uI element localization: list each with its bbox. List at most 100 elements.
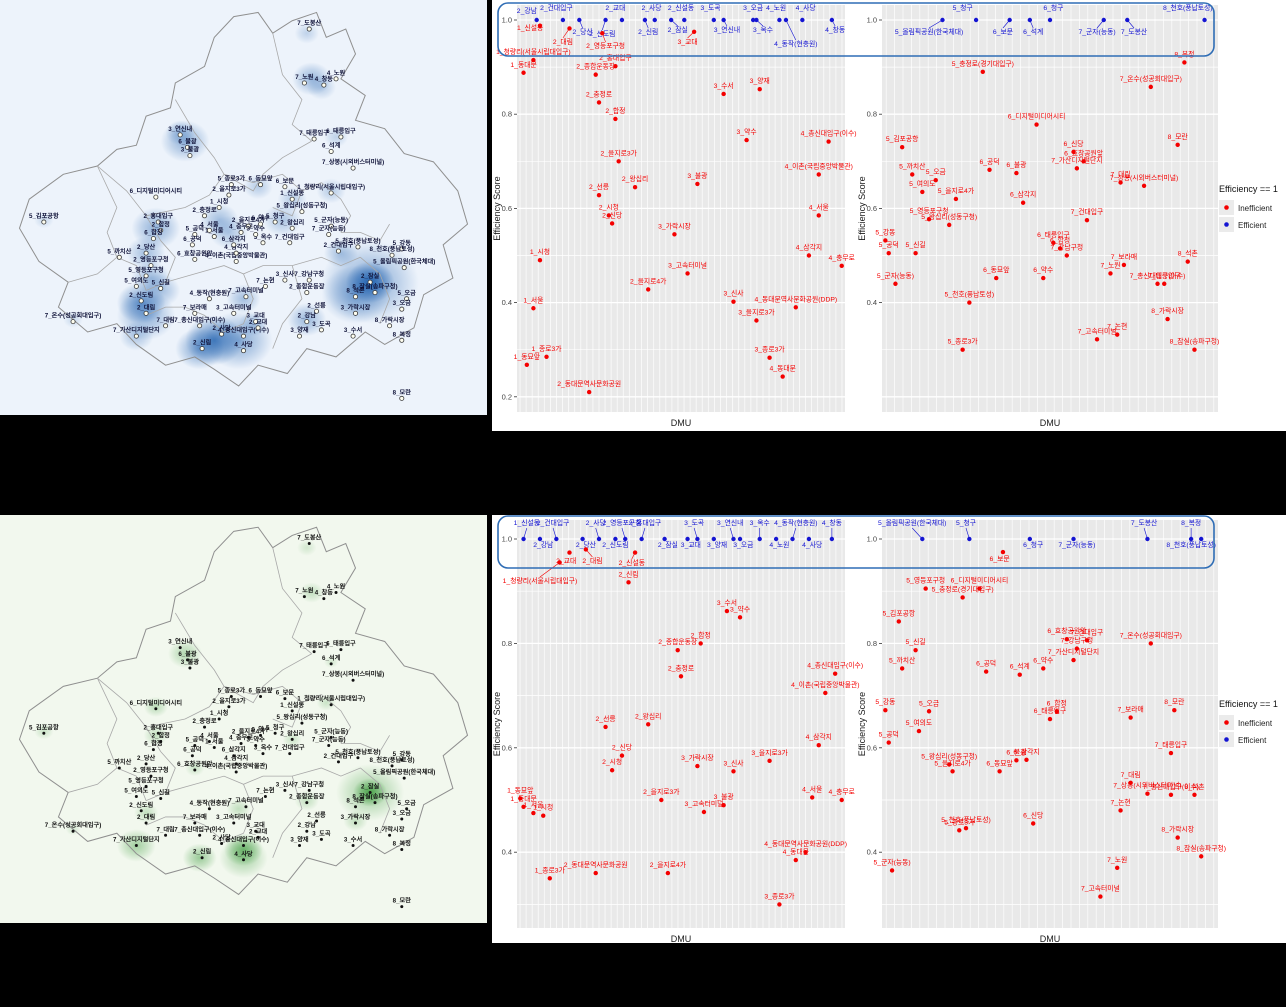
scatter-point-label: 6_청구 bbox=[1023, 541, 1043, 549]
station-label: 2_대림 bbox=[137, 813, 156, 821]
legend: Efficiency == 1 Inefficient Efficient bbox=[1219, 699, 1278, 747]
station-marker bbox=[134, 843, 138, 847]
station-label: 5_강동 bbox=[393, 239, 412, 247]
seoul-outline bbox=[19, 12, 467, 386]
station-label: 4_서울 bbox=[200, 731, 219, 739]
scatter-point bbox=[721, 91, 726, 97]
scatter-point-label: 3_교대 bbox=[678, 38, 698, 46]
station-marker bbox=[329, 662, 333, 666]
station-label: 7_총신대입구(이수) bbox=[174, 825, 225, 833]
scatter-point bbox=[1084, 638, 1090, 643]
station-marker bbox=[328, 190, 334, 196]
scatter-point-label: 5_왕십리(성동구청) bbox=[921, 752, 977, 761]
scatter-point bbox=[698, 641, 703, 646]
scatter-point bbox=[886, 250, 891, 256]
scatter-point bbox=[672, 232, 677, 237]
scatter-point-label: 4_서울 bbox=[809, 202, 829, 211]
scatter-point bbox=[947, 222, 952, 228]
scatter-point-label: 5_을지로4가 bbox=[934, 758, 971, 767]
scatter-point bbox=[980, 69, 985, 75]
scatter-point bbox=[920, 189, 925, 195]
density-blob bbox=[34, 723, 54, 740]
station-label: 7_상봉(시외버스터미널) bbox=[322, 670, 384, 678]
scatter-point bbox=[1074, 646, 1080, 651]
station-marker bbox=[155, 219, 161, 225]
scatter-point-label: 2_왕십리 bbox=[622, 174, 648, 183]
scatter-point-label: 8_석촌 bbox=[1184, 782, 1204, 791]
scatter-point-label: 7_강남구청 bbox=[1051, 243, 1084, 252]
scatter-point bbox=[1182, 60, 1187, 65]
scatter-point-label: 3_도곡 bbox=[684, 519, 704, 527]
scatter-point-label: 1_신설동 bbox=[514, 518, 540, 527]
scatter-point bbox=[933, 177, 938, 183]
station-marker bbox=[203, 725, 207, 729]
station-marker bbox=[259, 733, 263, 737]
y-tick-label: 0.6 bbox=[867, 204, 877, 213]
station-marker bbox=[233, 250, 239, 256]
station-label: 7_태릉입구 bbox=[299, 642, 329, 650]
scatter-point bbox=[1172, 708, 1177, 713]
station-label: 5_오금 bbox=[398, 289, 417, 297]
station-label: 2_영등포구청 bbox=[133, 256, 169, 264]
density-blob bbox=[343, 810, 368, 832]
station-marker bbox=[144, 821, 148, 825]
station-label: 7_고속터미널 bbox=[228, 797, 264, 805]
legend-item-label: Efficient bbox=[1238, 736, 1267, 745]
scatter-point bbox=[1071, 149, 1076, 155]
scatter-point bbox=[652, 17, 657, 23]
scatter-point bbox=[534, 17, 539, 23]
scatter-point-label: 2_신림 bbox=[618, 569, 638, 578]
scatter-point-label: 3_연신내 bbox=[717, 518, 743, 527]
station-label: 5_종로3가 bbox=[218, 175, 246, 183]
seoul-outline bbox=[19, 527, 467, 894]
scatter-point-label: 3_을지로3가 bbox=[738, 307, 775, 316]
scatter-point bbox=[754, 318, 759, 323]
scatter-point-label: 1_시청 bbox=[533, 804, 553, 812]
scatter-point bbox=[1192, 347, 1197, 352]
scatter-point-label: 3_수서 bbox=[717, 598, 737, 607]
station-label: 3_신사 bbox=[276, 270, 295, 278]
scatter-point-label: 2_사당 bbox=[586, 518, 606, 527]
scatter-point bbox=[1051, 240, 1056, 245]
scatter-point bbox=[757, 87, 762, 92]
scatter-point-label: 3_약수 bbox=[737, 127, 757, 136]
station-marker bbox=[184, 144, 190, 150]
scatter-point-label: 4_동작(현충원) bbox=[774, 39, 817, 48]
scatter-point bbox=[780, 374, 785, 379]
efficient-group-box bbox=[497, 2, 1215, 57]
station-marker bbox=[350, 333, 356, 339]
scatter-point-label: 2_사당 bbox=[641, 3, 661, 12]
station-label: 6_보문 bbox=[276, 689, 295, 697]
station-marker bbox=[329, 703, 333, 707]
station-label: 5_왕십리(성동구청) bbox=[277, 713, 328, 721]
density-blob bbox=[316, 694, 337, 711]
scatter-point-label: 4_동대문 bbox=[783, 848, 809, 856]
station-label: 2_강남 bbox=[298, 821, 317, 829]
scatter-point-label: 5_천호(풍납토성) bbox=[945, 290, 995, 299]
density-blob bbox=[323, 126, 349, 148]
station-marker bbox=[272, 219, 278, 225]
station-marker bbox=[390, 764, 394, 768]
scatter-point-label: 8_가락시장 bbox=[1151, 306, 1184, 315]
station-label: 2_강남 bbox=[298, 312, 317, 320]
scatter-point-label: 4_총신대입구(이수) bbox=[801, 129, 857, 138]
scatter-point bbox=[524, 362, 530, 367]
scatter-point-label: 1_종로3가 bbox=[535, 865, 566, 874]
scatter-point-label: 2_신당 bbox=[612, 743, 632, 752]
station-marker bbox=[273, 731, 277, 735]
scatter-point-label: 7_군자(능동) bbox=[1078, 27, 1115, 36]
legend-title: Efficiency == 1 bbox=[1219, 184, 1278, 194]
scatter-point-label: 2_건대입구 bbox=[537, 518, 570, 527]
scatter-point bbox=[711, 536, 716, 542]
station-marker bbox=[188, 666, 192, 670]
scatter-point-label: 4_서울 bbox=[802, 784, 822, 793]
station-label: 8_석촌 bbox=[346, 797, 365, 805]
scatter-point bbox=[950, 769, 955, 774]
station-marker bbox=[322, 597, 326, 601]
scatter-point bbox=[603, 17, 608, 23]
scatter-point-label: 7_고속터미널 bbox=[1078, 326, 1117, 335]
station-marker bbox=[306, 277, 312, 283]
station-marker bbox=[367, 279, 373, 285]
legend: Efficiency == 1 Inefficient Efficient bbox=[1219, 184, 1278, 232]
station-marker bbox=[232, 754, 236, 758]
